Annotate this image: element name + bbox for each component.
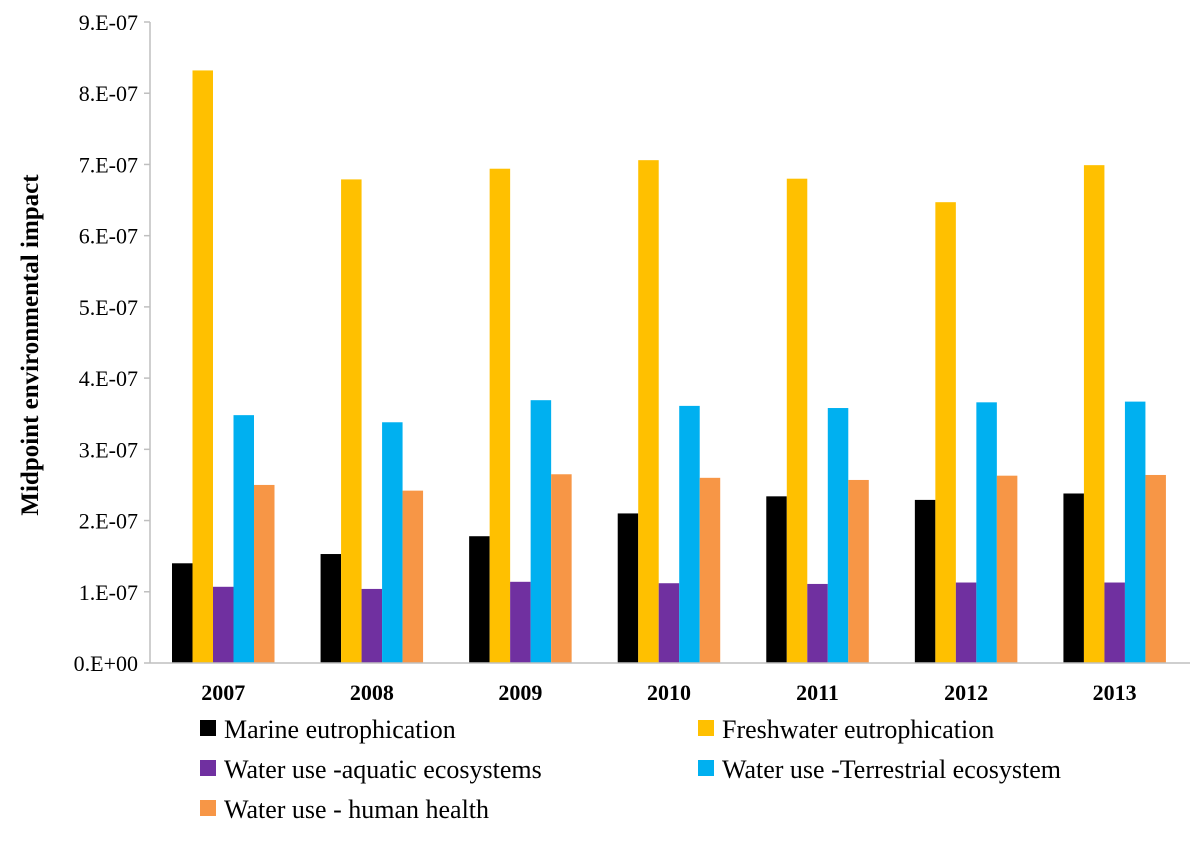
- y-tick-label: 9.E-07: [79, 10, 138, 35]
- bar-2009-series-3: [510, 581, 531, 663]
- bar-2011-series-5: [848, 479, 869, 663]
- x-axis-ticks: 2007 2008 2009 2010 2011 2012 2013: [201, 680, 1136, 705]
- bar-2013-series-3: [1104, 582, 1125, 663]
- bar-2011-series-1: [766, 496, 787, 663]
- x-tick-label: 2007: [201, 680, 245, 705]
- x-tick-label: 2011: [796, 680, 839, 705]
- legend-label-series-1: Marine eutrophication: [224, 715, 456, 744]
- x-tick-label: 2012: [944, 680, 988, 705]
- y-axis-ticks: 0.E+00 1.E-07 2.E-07 3.E-07 4.E-07 5.E-07 6.E-…: [74, 10, 150, 676]
- bar-2012-series-2: [935, 202, 956, 664]
- bar-2013-series-5: [1145, 474, 1166, 663]
- y-tick-label: 4.E-07: [79, 366, 138, 391]
- bar-2008-series-2: [341, 179, 362, 663]
- bar-2008-series-1: [320, 554, 342, 663]
- bar-2012-series-4: [976, 402, 997, 663]
- bar-2010-series-5: [699, 477, 721, 663]
- y-tick-label: 2.E-07: [79, 509, 138, 534]
- bar-2008-series-3: [361, 588, 383, 663]
- bar-2010-series-1: [617, 513, 639, 663]
- bar-2013-series-4: [1124, 401, 1146, 663]
- bar-2013-series-1: [1063, 493, 1084, 663]
- bar-2009-series-4: [530, 400, 552, 663]
- bar-2010-series-4: [679, 405, 700, 663]
- bar-2007-series-3: [213, 586, 234, 663]
- x-tick-label: 2010: [647, 680, 691, 705]
- bar-2012-series-5: [996, 475, 1018, 663]
- bar-2009-series-2: [489, 168, 511, 663]
- bar-2007-series-4: [233, 415, 254, 663]
- legend-label-series-2: Freshwater eutrophication: [722, 715, 994, 744]
- bar-2007-series-1: [172, 563, 193, 663]
- bar-2013-series-2: [1083, 165, 1105, 663]
- legend: Marine eutrophication Freshwater eutrophi…: [200, 715, 1061, 824]
- bar-2010-series-2: [638, 160, 659, 663]
- y-tick-label: 8.E-07: [79, 81, 138, 106]
- bar-2008-series-5: [402, 490, 424, 663]
- legend-swatch-series-1: [200, 720, 216, 736]
- axes: [149, 22, 1190, 664]
- bar-2010-series-3: [658, 583, 680, 663]
- bars: [172, 70, 1166, 664]
- y-tick-label: 5.E-07: [79, 295, 138, 320]
- y-tick-label: 1.E-07: [79, 580, 138, 605]
- bar-2007-series-5: [254, 484, 275, 663]
- bar-2008-series-4: [382, 422, 403, 663]
- legend-swatch-series-5: [200, 800, 216, 816]
- y-tick-label: 3.E-07: [79, 437, 138, 462]
- bar-2007-series-2: [192, 70, 213, 664]
- bar-2012-series-1: [914, 499, 936, 663]
- legend-label-series-5: Water use - human health: [224, 795, 489, 824]
- legend-label-series-4: Water use -Terrestrial ecosystem: [722, 755, 1061, 784]
- bar-2011-series-2: [786, 178, 808, 663]
- legend-label-series-3: Water use -aquatic ecosystems: [224, 755, 542, 784]
- bar-2011-series-4: [827, 408, 849, 663]
- y-tick-label: 0.E+00: [74, 651, 138, 676]
- x-tick-label: 2013: [1093, 680, 1137, 705]
- legend-swatch-series-2: [698, 720, 714, 736]
- x-tick-label: 2009: [498, 680, 542, 705]
- legend-swatch-series-4: [698, 760, 714, 776]
- bar-2011-series-3: [807, 583, 828, 663]
- y-axis-label: Midpoint environmental impact: [17, 174, 44, 516]
- x-tick-label: 2008: [350, 680, 394, 705]
- legend-swatch-series-3: [200, 760, 216, 776]
- y-tick-label: 6.E-07: [79, 224, 138, 249]
- y-tick-label: 7.E-07: [79, 152, 138, 177]
- bar-2009-series-1: [469, 536, 490, 663]
- bar-2012-series-3: [955, 582, 977, 663]
- bar-2009-series-5: [551, 474, 572, 663]
